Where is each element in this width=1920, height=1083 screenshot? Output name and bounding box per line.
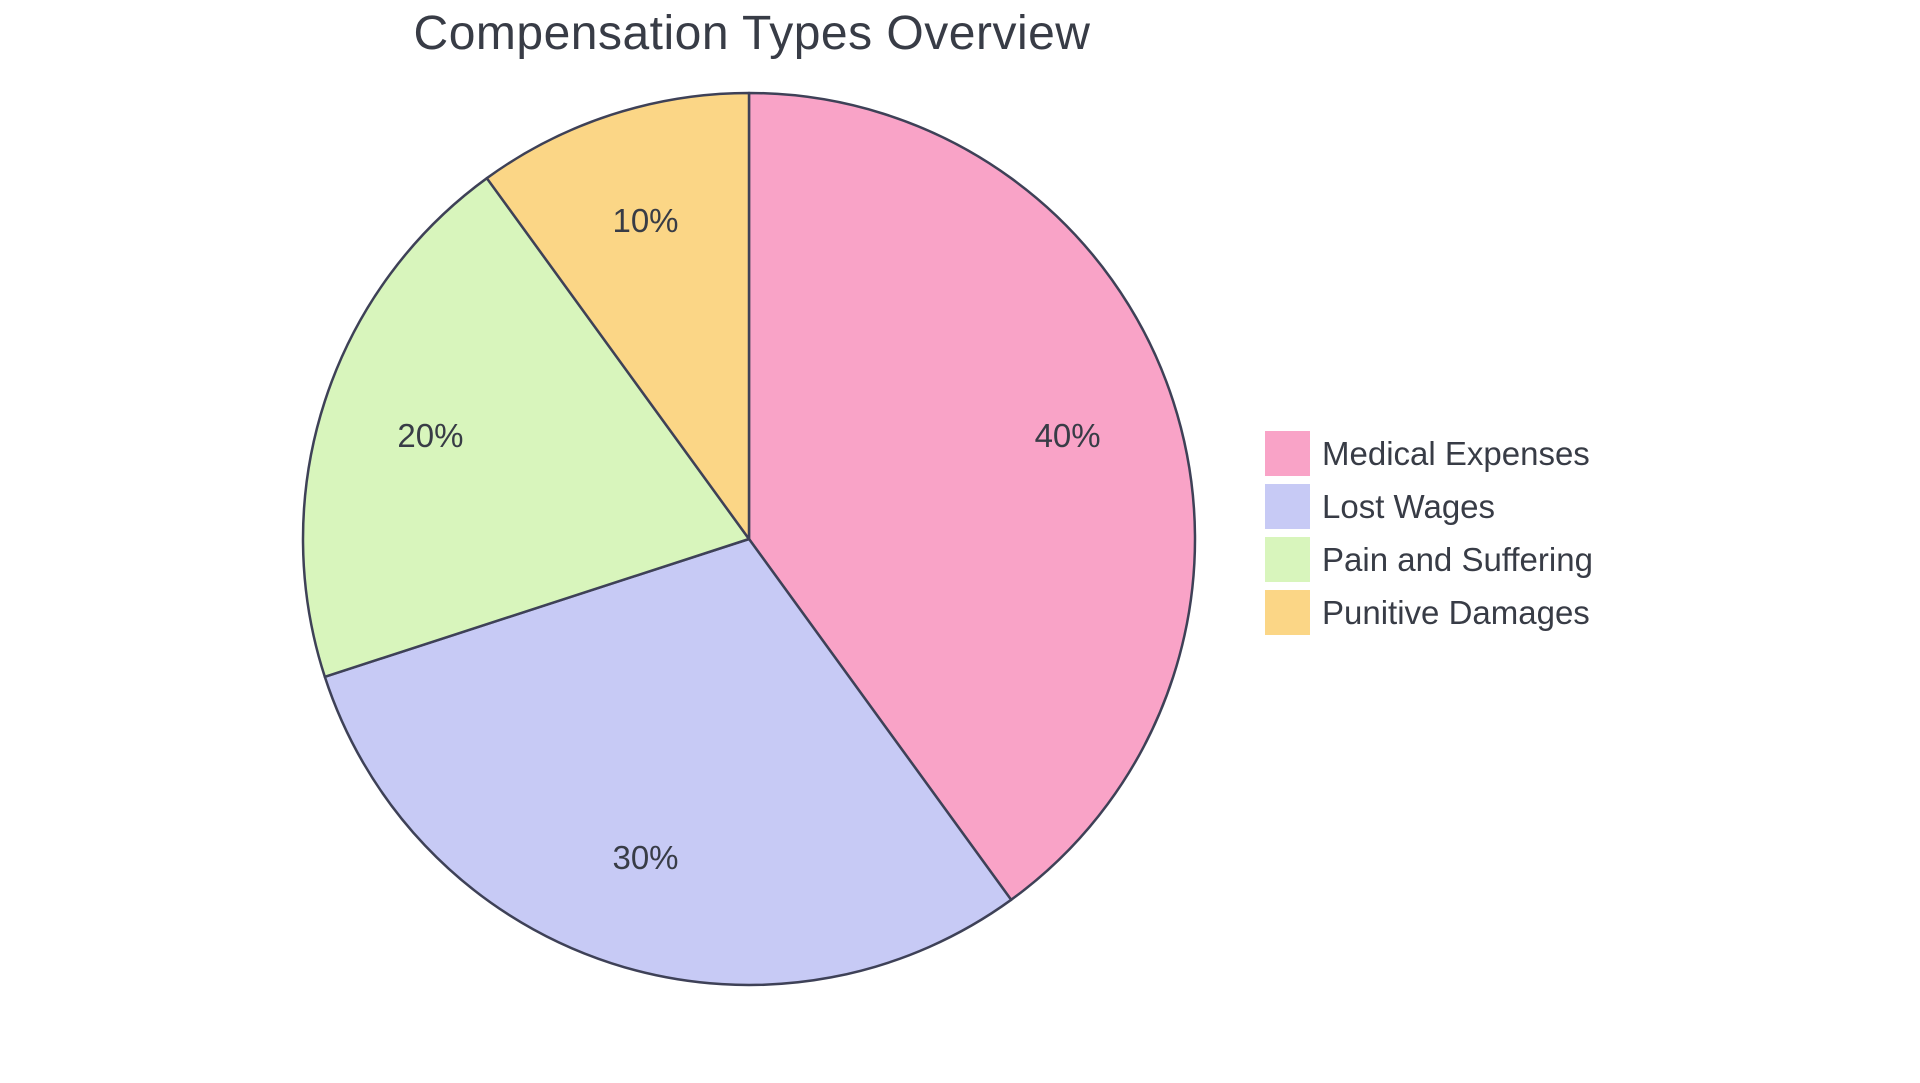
legend-label-lost-wages: Lost Wages xyxy=(1322,488,1496,525)
legend-item-pain-and-suffering[interactable]: Pain and Suffering xyxy=(1265,537,1593,582)
pie-slice-percent-label: 30% xyxy=(612,839,678,876)
legend-item-lost-wages[interactable]: Lost Wages xyxy=(1265,484,1593,529)
legend-swatch-punitive-damages[interactable] xyxy=(1265,590,1310,635)
pie-slice-medical-expenses[interactable] xyxy=(747,91,1197,902)
pie-slice-percent-label: 10% xyxy=(612,202,678,239)
chart-title: Compensation Types Overview xyxy=(413,7,1091,60)
legend-swatch-pain-and-suffering[interactable] xyxy=(1265,537,1310,582)
legend: Medical Expenses Lost Wages Pain and Suf… xyxy=(1265,431,1593,635)
legend-swatch-lost-wages[interactable] xyxy=(1265,484,1310,529)
pie-slice-percent-label: 40% xyxy=(1035,417,1101,454)
legend-swatch-medical-expenses[interactable] xyxy=(1265,431,1310,476)
legend-item-medical-expenses[interactable]: Medical Expenses xyxy=(1265,431,1593,476)
pie-slice-percent-label: 20% xyxy=(397,417,463,454)
legend-label-pain-and-suffering: Pain and Suffering xyxy=(1322,541,1593,578)
legend-label-medical-expenses: Medical Expenses xyxy=(1322,435,1590,472)
legend-item-punitive-damages[interactable]: Punitive Damages xyxy=(1265,590,1593,635)
pie-slice-lost-wages[interactable] xyxy=(323,537,1013,987)
pie-slice-pain-and-suffering[interactable] xyxy=(301,176,751,679)
pie-slice-punitive-damages[interactable] xyxy=(485,91,751,541)
legend-label-punitive-damages: Punitive Damages xyxy=(1322,594,1590,631)
